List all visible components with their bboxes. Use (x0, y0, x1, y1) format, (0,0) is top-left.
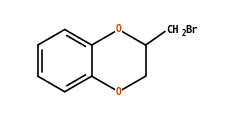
Text: 2: 2 (181, 29, 186, 38)
Text: O: O (116, 87, 122, 97)
Text: Br: Br (186, 25, 198, 35)
Text: CH: CH (166, 25, 179, 35)
Text: O: O (116, 24, 122, 34)
